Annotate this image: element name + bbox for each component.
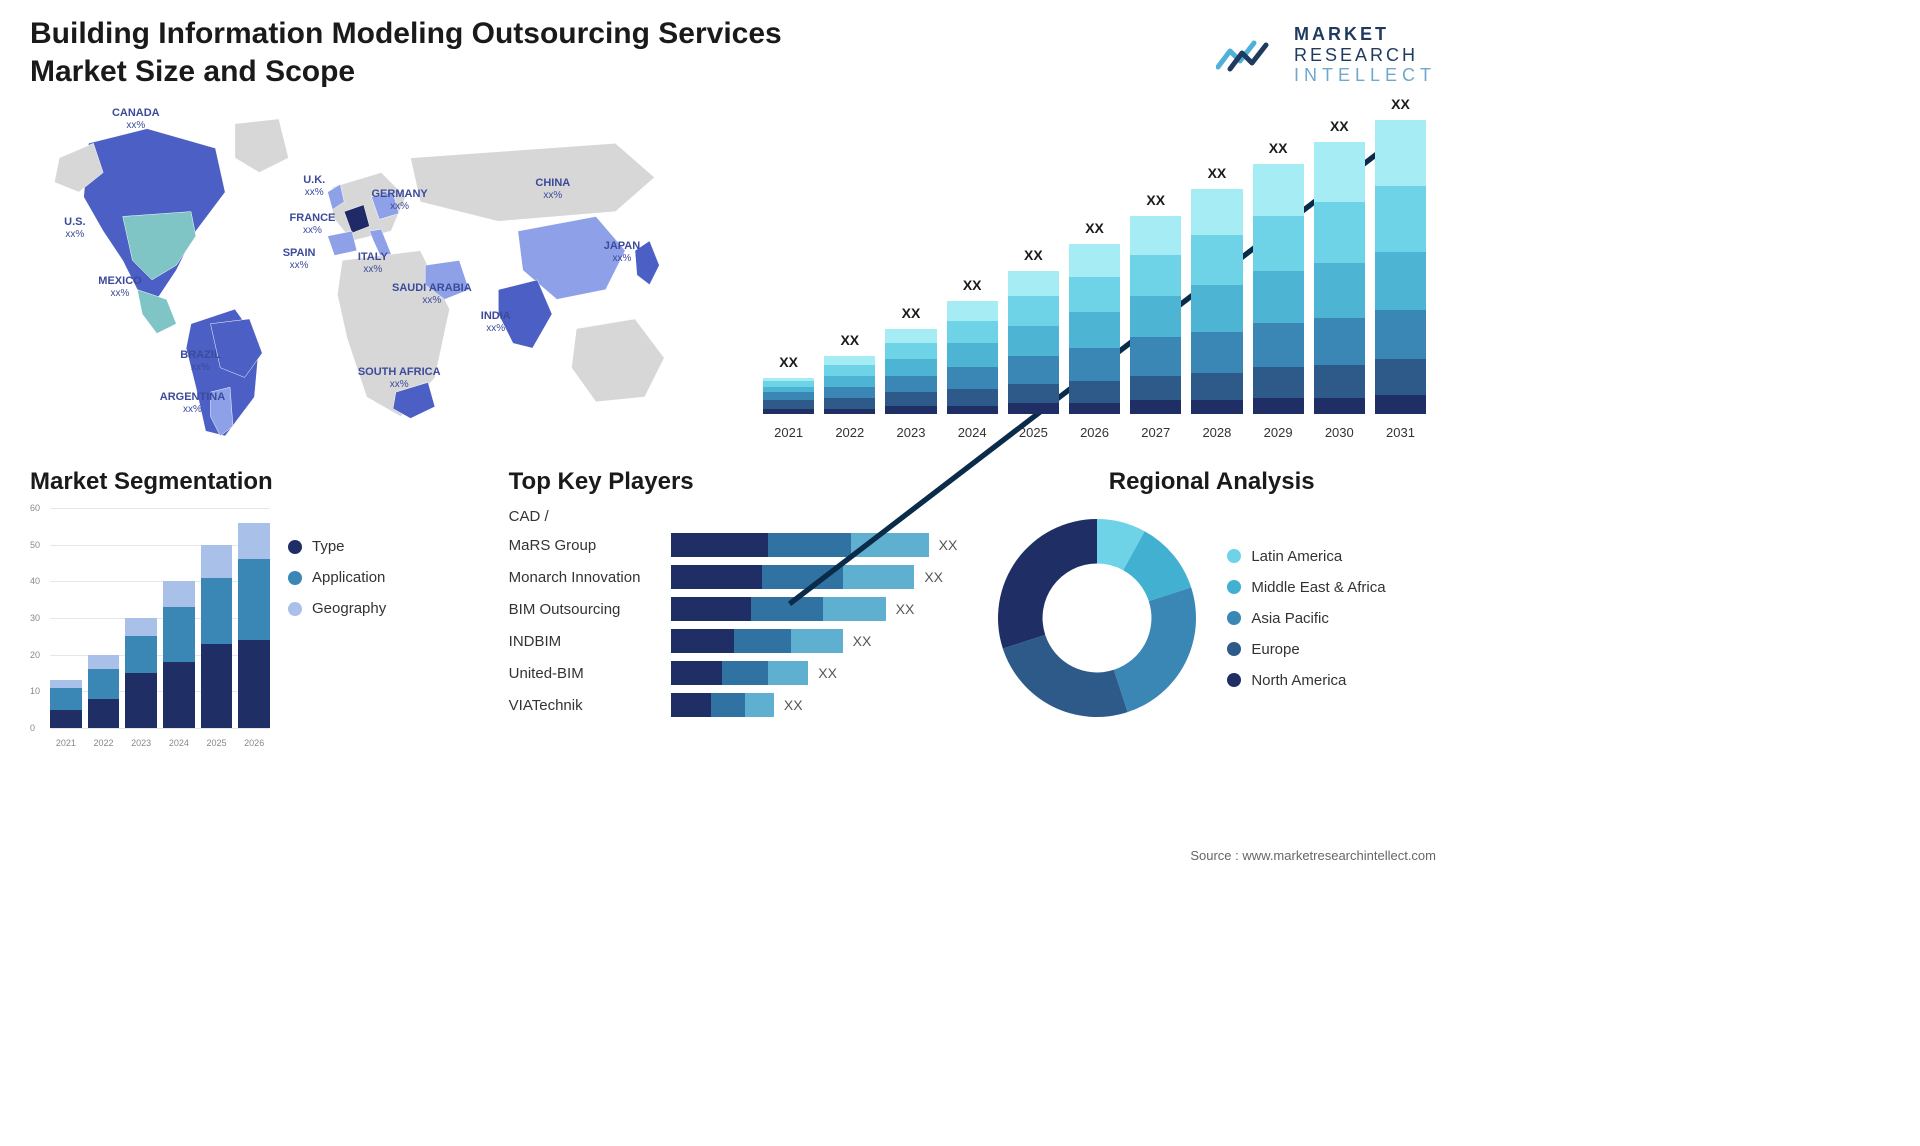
stacked-x-label: 2022 — [824, 425, 875, 440]
page-title: Building Information Modeling Outsourcin… — [30, 15, 830, 90]
stacked-bar: XX — [885, 329, 936, 414]
legend-item: Middle East & Africa — [1227, 579, 1385, 596]
stacked-bar: XX — [1253, 164, 1304, 414]
stacked-x-label: 2029 — [1253, 425, 1304, 440]
stacked-x-label: 2025 — [1008, 425, 1059, 440]
logo-mark-icon — [1216, 35, 1284, 75]
stacked-x-label: 2031 — [1375, 425, 1426, 440]
map-country-label: CHINAxx% — [535, 177, 570, 201]
legend-item: North America — [1227, 672, 1385, 689]
map-country-label: U.K.xx% — [303, 174, 325, 198]
regional-donut-chart — [987, 508, 1207, 728]
stacked-x-label: 2024 — [947, 425, 998, 440]
legend-item: Asia Pacific — [1227, 610, 1385, 627]
map-country-label: GERMANYxx% — [372, 188, 428, 212]
stacked-x-label: 2026 — [1069, 425, 1120, 440]
key-players-title: Top Key Players — [509, 468, 958, 496]
key-players-panel: Top Key Players CAD / MaRS GroupXX Monarch… — [509, 468, 958, 748]
stacked-xaxis: 2021 2022 2023 2024 2025 2026 2027 2028 2029 2030… — [763, 425, 1426, 440]
stacked-bar: XX — [763, 378, 814, 414]
map-country-label: MEXICOxx% — [98, 275, 141, 299]
key-player-row: MaRS GroupXX — [509, 533, 958, 557]
map-country-label: ITALYxx% — [358, 251, 388, 275]
stacked-bar: XX — [1008, 271, 1059, 414]
segmentation-bar — [238, 523, 270, 728]
logo-text: MARKET RESEARCH INTELLECT — [1294, 24, 1436, 86]
growth-chart-panel: XXXXXXXXXXXXXXXXXXXXXX 20212022202320242… — [753, 100, 1436, 450]
key-player-row: VIATechnikXX — [509, 693, 958, 717]
segmentation-bar — [50, 680, 82, 728]
legend-item: Type — [288, 538, 386, 555]
stacked-x-label: 2021 — [763, 425, 814, 440]
stacked-bar: XX — [824, 356, 875, 414]
map-country-label: ARGENTINAxx% — [160, 391, 225, 415]
map-country-label: SOUTH AFRICAxx% — [358, 366, 441, 390]
segmentation-bar — [201, 545, 233, 728]
stacked-bar: XX — [1375, 120, 1426, 414]
stacked-bars: XXXXXXXXXXXXXXXXXXXXXX — [763, 120, 1426, 414]
stacked-x-label: 2023 — [885, 425, 936, 440]
map-country-label: CANADAxx% — [112, 107, 160, 131]
stacked-bar: XX — [1130, 216, 1181, 414]
world-map-panel: CANADAxx% U.S.xx% MEXICOxx% BRAZILxx% ARGENT… — [30, 100, 713, 450]
segmentation-panel: Market Segmentation 0102030405060 202120… — [30, 468, 479, 748]
brand-logo: MARKET RESEARCH INTELLECT — [1216, 20, 1436, 90]
map-country-label: FRANCExx% — [290, 212, 336, 236]
regional-panel: Regional Analysis Latin America Middle Ea… — [987, 468, 1436, 748]
stacked-x-label: 2027 — [1130, 425, 1181, 440]
segmentation-bar — [125, 618, 157, 728]
key-player-row: United-BIMXX — [509, 661, 958, 685]
source-attribution: Source : www.marketresearchintellect.com — [1190, 848, 1436, 863]
regional-title: Regional Analysis — [987, 468, 1436, 496]
segmentation-bar — [163, 581, 195, 728]
legend-item: Europe — [1227, 641, 1385, 658]
legend-item: Latin America — [1227, 548, 1385, 565]
stacked-bar: XX — [1191, 189, 1242, 414]
map-country-label: BRAZILxx% — [180, 349, 220, 373]
stacked-x-label: 2028 — [1191, 425, 1242, 440]
segmentation-chart: 0102030405060 202120222023202420252026 — [30, 508, 270, 748]
legend-item: Application — [288, 569, 386, 586]
stacked-x-label: 2030 — [1314, 425, 1365, 440]
key-players-chart: CAD / MaRS GroupXX Monarch InnovationXX BIM… — [509, 508, 958, 717]
segmentation-bar — [88, 655, 120, 728]
key-player-row: BIM OutsourcingXX — [509, 597, 958, 621]
key-player-row: INDBIMXX — [509, 629, 958, 653]
segmentation-legend: Type Application Geography — [288, 538, 386, 748]
segmentation-title: Market Segmentation — [30, 468, 479, 496]
map-country-label: SAUDI ARABIAxx% — [392, 282, 472, 306]
map-country-label: SPAINxx% — [283, 247, 316, 271]
regional-legend: Latin America Middle East & Africa Asia Pa… — [1227, 548, 1385, 689]
map-country-label: INDIAxx% — [481, 310, 511, 334]
map-country-label: JAPANxx% — [604, 240, 640, 264]
key-player-row: CAD / — [509, 508, 958, 525]
legend-item: Geography — [288, 600, 386, 617]
stacked-bar: XX — [1314, 142, 1365, 414]
stacked-bar: XX — [947, 301, 998, 414]
map-country-label: U.S.xx% — [64, 216, 85, 240]
key-player-row: Monarch InnovationXX — [509, 565, 958, 589]
stacked-bar: XX — [1069, 244, 1120, 414]
